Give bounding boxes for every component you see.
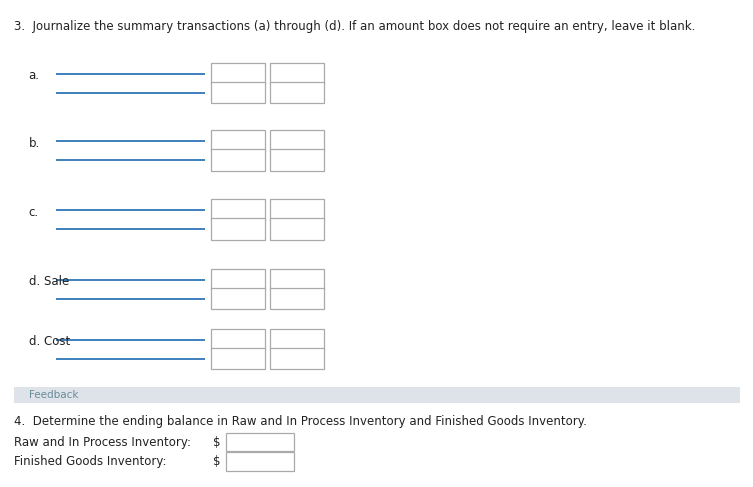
FancyBboxPatch shape — [211, 329, 265, 351]
FancyBboxPatch shape — [270, 63, 324, 85]
FancyBboxPatch shape — [270, 288, 324, 310]
FancyBboxPatch shape — [211, 200, 265, 221]
FancyBboxPatch shape — [211, 82, 265, 104]
Text: Feedback: Feedback — [29, 390, 78, 400]
FancyBboxPatch shape — [226, 433, 294, 451]
FancyBboxPatch shape — [211, 288, 265, 310]
Text: d. Cost: d. Cost — [29, 336, 70, 348]
Text: c.: c. — [29, 206, 38, 219]
Text: Finished Goods Inventory:: Finished Goods Inventory: — [14, 455, 166, 468]
FancyBboxPatch shape — [270, 329, 324, 351]
Text: $: $ — [213, 455, 221, 468]
FancyBboxPatch shape — [211, 131, 265, 152]
FancyBboxPatch shape — [270, 218, 324, 240]
Text: Raw and In Process Inventory:: Raw and In Process Inventory: — [14, 436, 191, 449]
FancyBboxPatch shape — [270, 149, 324, 171]
FancyBboxPatch shape — [270, 269, 324, 290]
FancyBboxPatch shape — [14, 387, 740, 403]
Text: b.: b. — [29, 137, 40, 150]
FancyBboxPatch shape — [270, 348, 324, 369]
Text: 3.  Journalize the summary transactions (a) through (d). If an amount box does n: 3. Journalize the summary transactions (… — [14, 20, 695, 34]
Text: a.: a. — [29, 70, 40, 82]
FancyBboxPatch shape — [211, 348, 265, 369]
FancyBboxPatch shape — [226, 452, 294, 471]
FancyBboxPatch shape — [270, 82, 324, 104]
FancyBboxPatch shape — [211, 218, 265, 240]
FancyBboxPatch shape — [270, 200, 324, 221]
Text: 4.  Determine the ending balance in Raw and In Process Inventory and Finished Go: 4. Determine the ending balance in Raw a… — [14, 415, 587, 428]
Text: d. Sale: d. Sale — [29, 276, 69, 288]
Text: $: $ — [213, 436, 221, 449]
FancyBboxPatch shape — [211, 269, 265, 290]
FancyBboxPatch shape — [270, 131, 324, 152]
FancyBboxPatch shape — [211, 63, 265, 85]
FancyBboxPatch shape — [211, 149, 265, 171]
